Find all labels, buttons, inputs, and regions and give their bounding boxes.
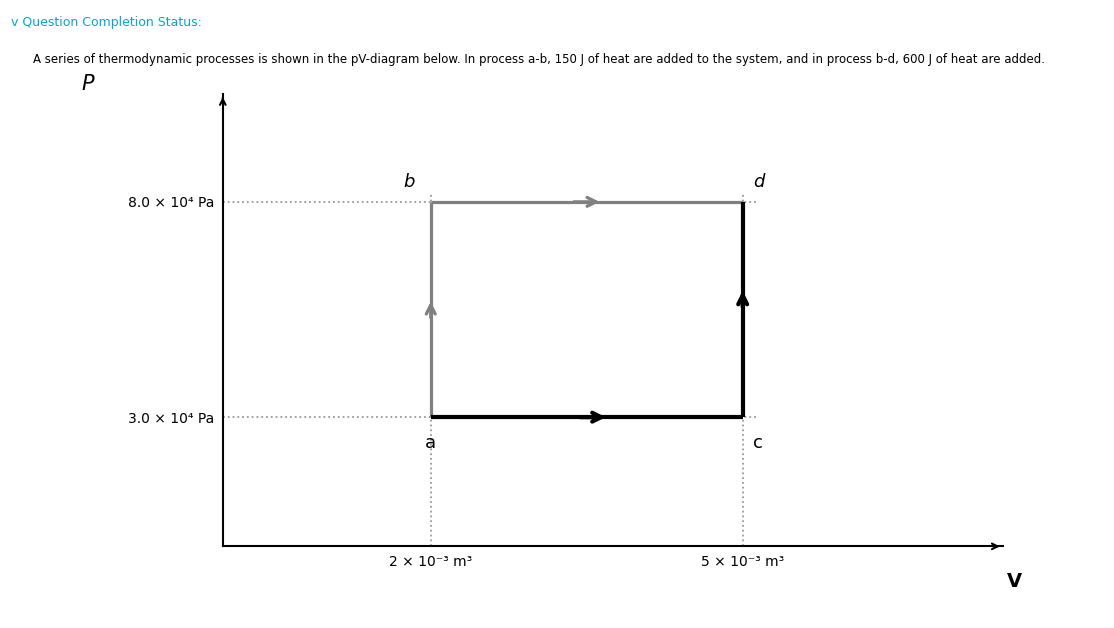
Text: v Question Completion Status:: v Question Completion Status:: [11, 16, 202, 29]
Text: a: a: [426, 435, 437, 452]
Text: P: P: [81, 74, 94, 94]
Text: d: d: [753, 173, 764, 191]
Text: V: V: [1006, 572, 1022, 591]
Text: b: b: [403, 173, 416, 191]
Text: A series of thermodynamic processes is shown in the pV-diagram below. In process: A series of thermodynamic processes is s…: [33, 53, 1045, 67]
Text: c: c: [753, 435, 763, 452]
